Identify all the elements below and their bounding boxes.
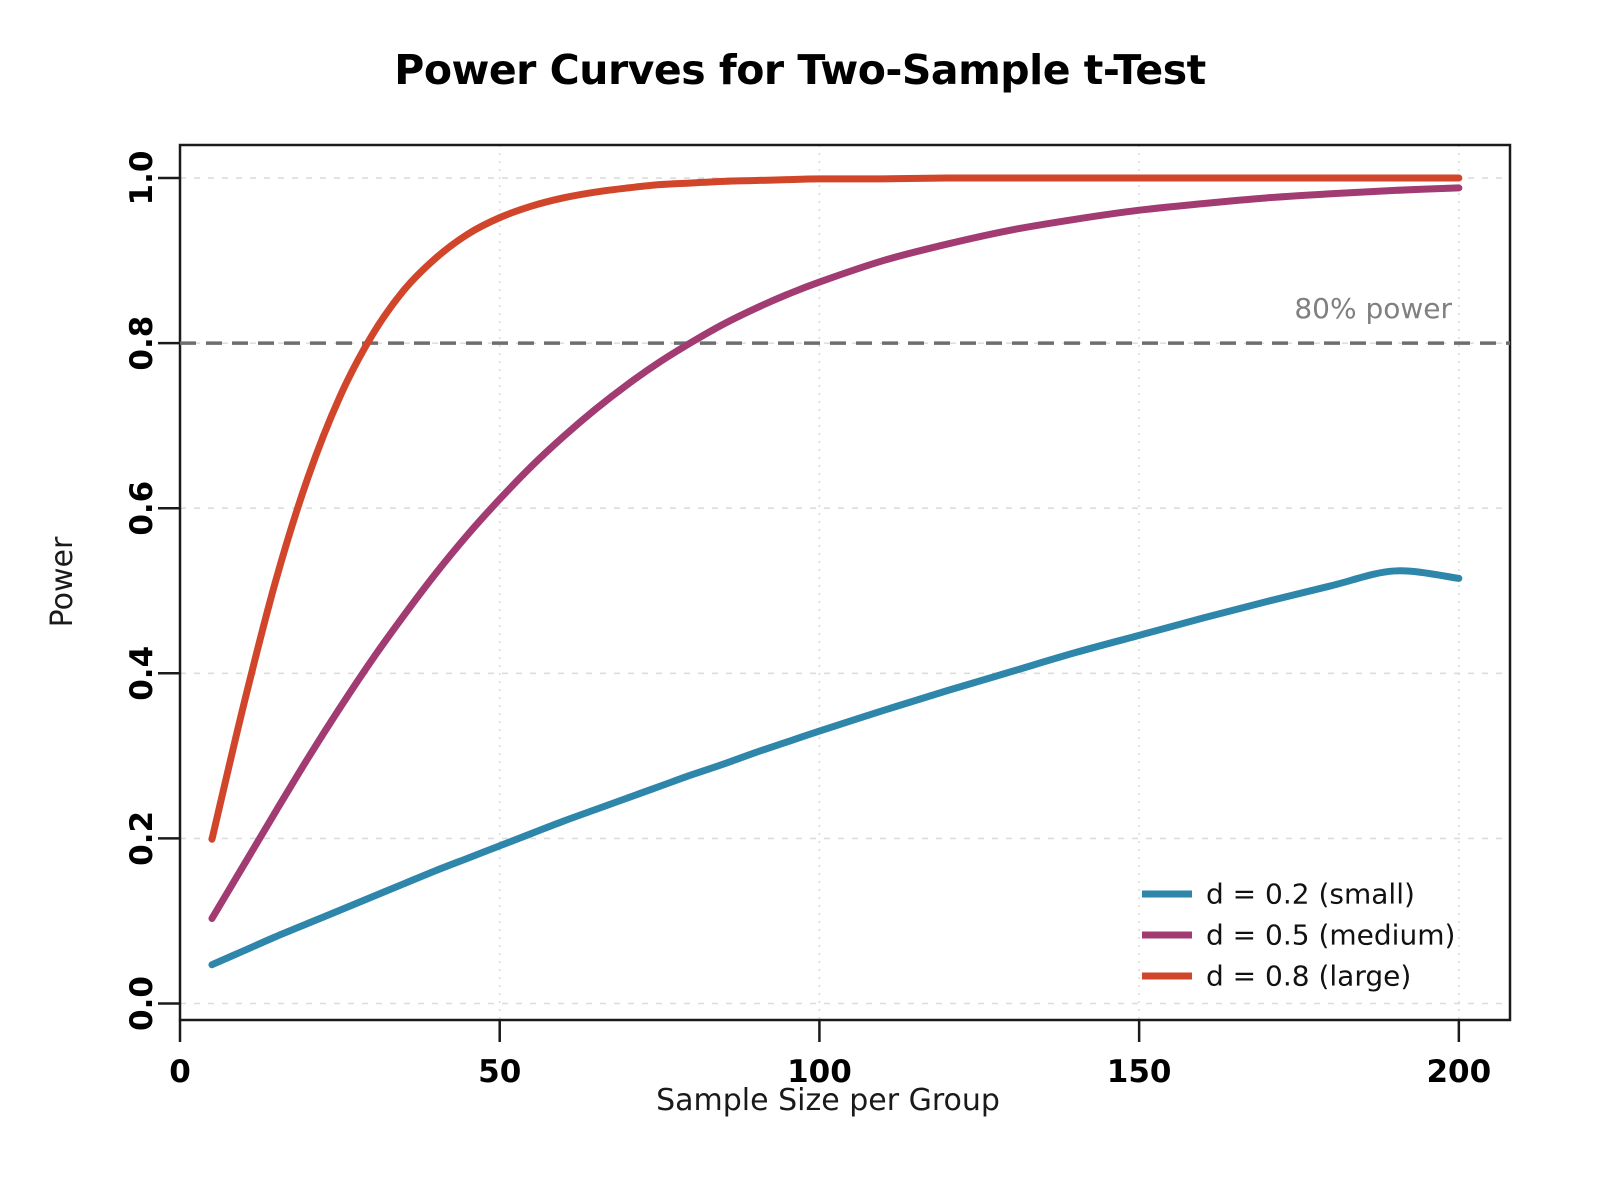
- y-axis-tick-label: 1.0: [124, 151, 160, 206]
- power-threshold-label: 80% power: [1294, 292, 1452, 325]
- legend[interactable]: d = 0.2 (small) d = 0.5 (medium) d = 0.8 (…: [1142, 878, 1455, 993]
- power-curve: [208, 567, 1463, 969]
- y-axis-tick-label: 0.0: [124, 976, 160, 1031]
- legend-item-label: d = 0.8 (large): [1206, 960, 1411, 993]
- plot-frame: [178, 143, 1512, 1022]
- power-curve: [208, 174, 1463, 843]
- legend-item[interactable]: d = 0.5 (medium): [1142, 919, 1455, 952]
- power-curve: [208, 184, 1463, 922]
- legend-item-label: d = 0.2 (small): [1206, 878, 1415, 911]
- y-axis-tick-label: 0.8: [124, 316, 160, 371]
- legend-item-label: d = 0.5 (medium): [1206, 919, 1455, 952]
- legend-item[interactable]: d = 0.2 (small): [1142, 878, 1415, 911]
- x-axis-tick-label: 150: [1107, 1054, 1172, 1090]
- y-axis-tick-label: 0.2: [124, 811, 160, 866]
- x-axis-tick-label: 0: [169, 1054, 191, 1090]
- legend-item[interactable]: d = 0.8 (large): [1142, 960, 1411, 993]
- x-axis-tick-label: 50: [478, 1054, 521, 1090]
- y-axis-title: Power: [45, 536, 80, 627]
- gridlines: [180, 145, 1510, 1020]
- y-axis-tick-label: 0.4: [124, 646, 160, 701]
- x-axis-tick-label: 100: [787, 1054, 852, 1090]
- x-axis-tick-label: 200: [1426, 1054, 1491, 1090]
- chart-title: Power Curves for Two-Sample t-Test: [394, 46, 1206, 94]
- y-axis-tick-label: 0.6: [124, 481, 160, 536]
- data-curves: [208, 174, 1463, 969]
- axes: 0 50 100 150 200 0.0 0.2 0.4 0.6 0.8 1.0: [124, 151, 1491, 1090]
- x-axis-title: Sample Size per Group: [656, 1083, 1000, 1118]
